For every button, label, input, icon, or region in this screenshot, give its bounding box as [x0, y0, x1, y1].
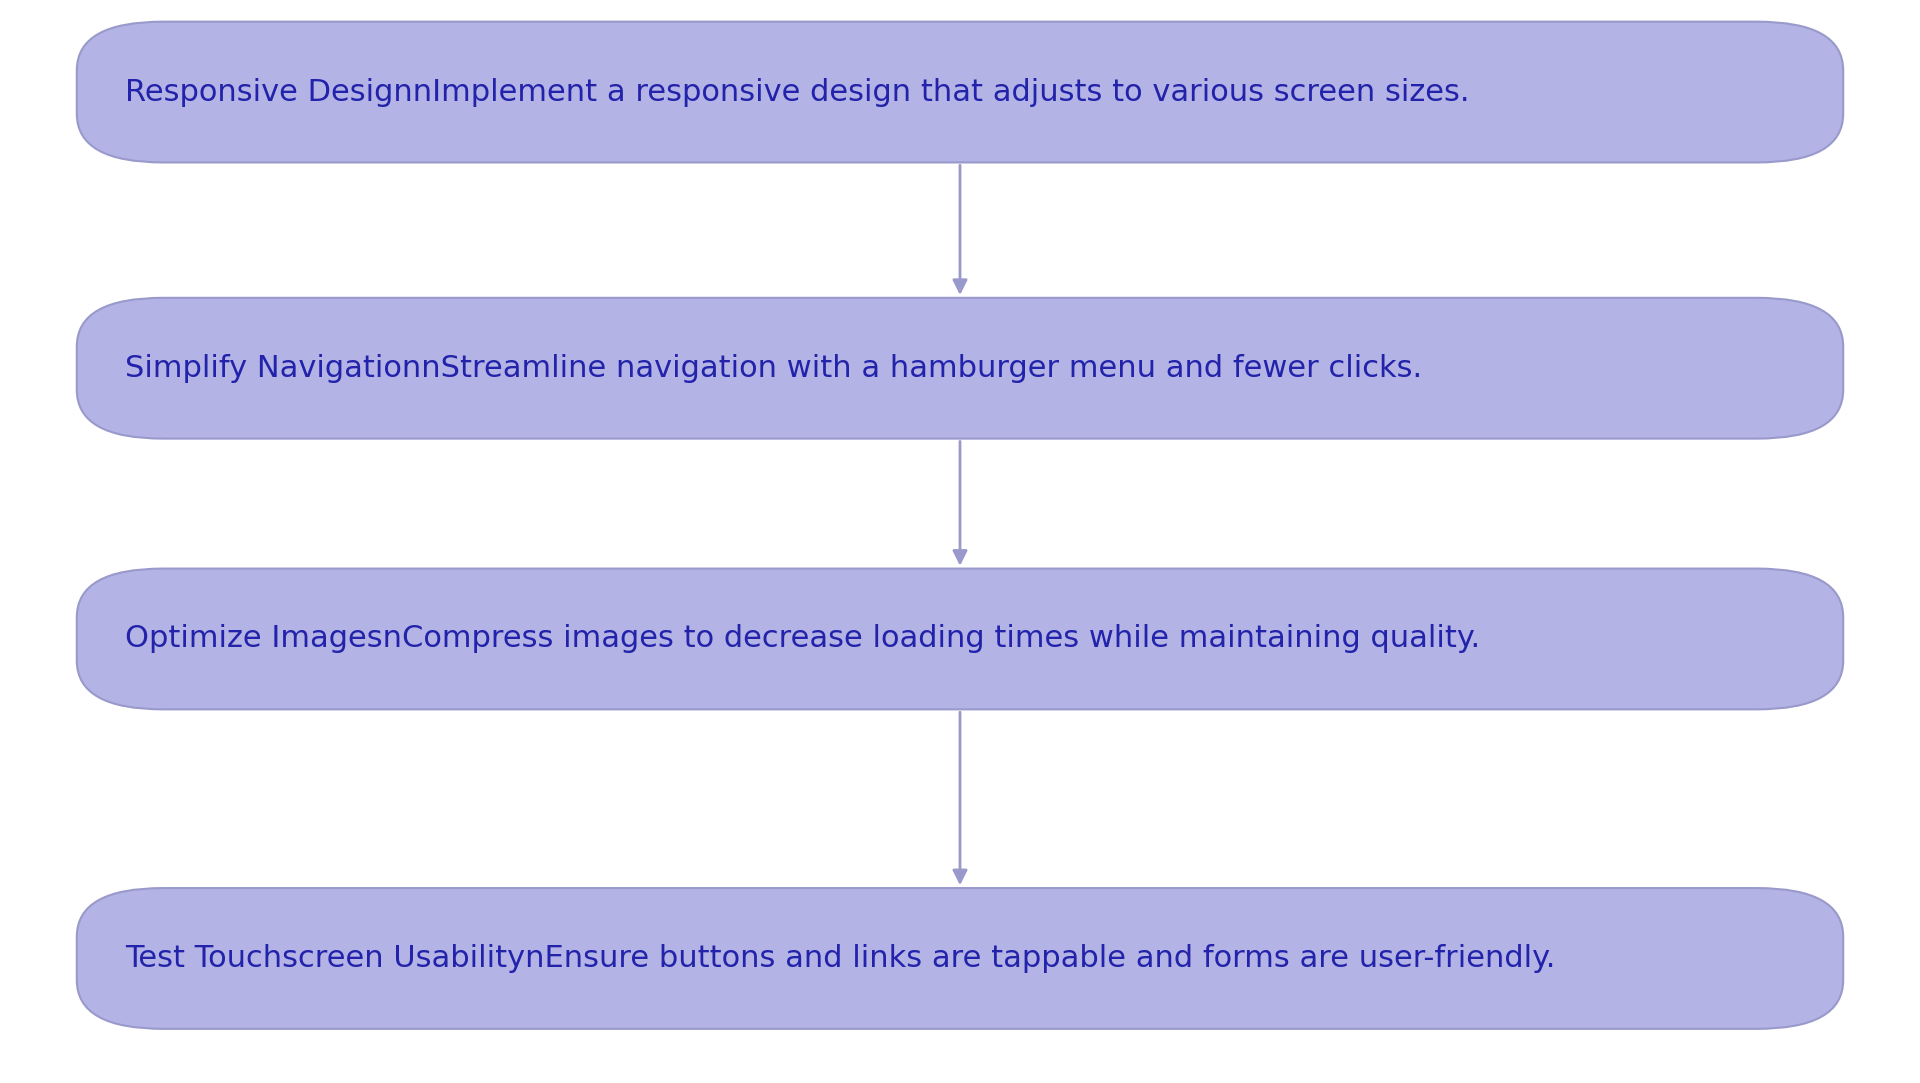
Text: Test Touchscreen UsabilitynEnsure buttons and links are tappable and forms are u: Test Touchscreen UsabilitynEnsure button…: [125, 944, 1555, 973]
FancyBboxPatch shape: [77, 888, 1843, 1029]
FancyBboxPatch shape: [77, 298, 1843, 439]
FancyBboxPatch shape: [77, 22, 1843, 162]
Text: Simplify NavigationnStreamline navigation with a hamburger menu and fewer clicks: Simplify NavigationnStreamline navigatio…: [125, 354, 1423, 382]
Text: Responsive DesignnImplement a responsive design that adjusts to various screen s: Responsive DesignnImplement a responsive…: [125, 78, 1469, 106]
FancyBboxPatch shape: [77, 569, 1843, 709]
Text: Optimize ImagesnCompress images to decrease loading times while maintaining qual: Optimize ImagesnCompress images to decre…: [125, 625, 1480, 653]
